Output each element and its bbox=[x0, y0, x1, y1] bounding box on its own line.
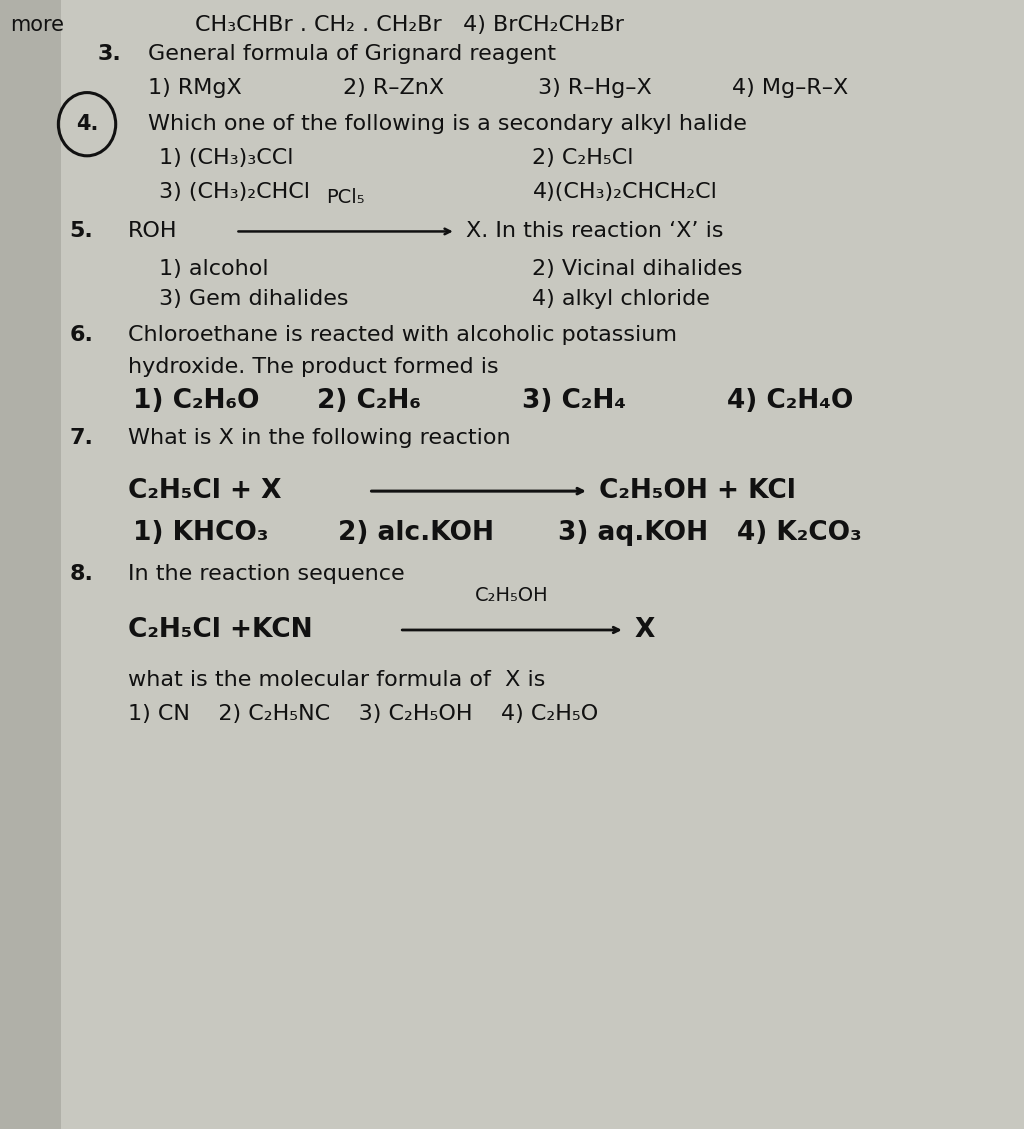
Bar bbox=[0, 0, 61, 1129]
Text: 1) C₂H₆O: 1) C₂H₆O bbox=[133, 387, 260, 414]
Text: 3.: 3. bbox=[97, 44, 121, 64]
Text: C₂H₅Cl + X: C₂H₅Cl + X bbox=[128, 478, 282, 505]
Text: PCl₅: PCl₅ bbox=[327, 187, 365, 207]
Text: 2) C₂H₆: 2) C₂H₆ bbox=[317, 387, 421, 414]
Text: 6.: 6. bbox=[70, 325, 93, 345]
Text: 1) CN    2) C₂H₅NC    3) C₂H₅OH    4) C₂H₅O: 1) CN 2) C₂H₅NC 3) C₂H₅OH 4) C₂H₅O bbox=[128, 703, 598, 724]
Text: 7.: 7. bbox=[70, 428, 93, 448]
Text: General formula of Grignard reagent: General formula of Grignard reagent bbox=[148, 44, 556, 64]
Text: 3) Gem dihalides: 3) Gem dihalides bbox=[159, 289, 348, 309]
Text: In the reaction sequence: In the reaction sequence bbox=[128, 563, 404, 584]
Text: X: X bbox=[635, 616, 655, 644]
Text: Chloroethane is reacted with alcoholic potassium: Chloroethane is reacted with alcoholic p… bbox=[128, 325, 677, 345]
Text: What is X in the following reaction: What is X in the following reaction bbox=[128, 428, 511, 448]
Text: 1) KHCO₃: 1) KHCO₃ bbox=[133, 519, 268, 546]
Text: X. In this reaction ‘X’ is: X. In this reaction ‘X’ is bbox=[466, 221, 723, 242]
Text: 5.: 5. bbox=[70, 221, 93, 242]
Text: C₂H₅OH: C₂H₅OH bbox=[475, 586, 549, 605]
Text: 3) R–Hg–X: 3) R–Hg–X bbox=[538, 78, 651, 98]
Text: Which one of the following is a secondary alkyl halide: Which one of the following is a secondar… bbox=[148, 114, 748, 134]
Text: 1) alcohol: 1) alcohol bbox=[159, 259, 268, 279]
Text: 4) Mg–R–X: 4) Mg–R–X bbox=[732, 78, 849, 98]
Text: 2) R–ZnX: 2) R–ZnX bbox=[343, 78, 444, 98]
Text: 4)(CH₃)₂CHCH₂Cl: 4)(CH₃)₂CHCH₂Cl bbox=[532, 182, 718, 202]
Text: 8.: 8. bbox=[70, 563, 93, 584]
Text: more: more bbox=[10, 15, 65, 35]
Text: what is the molecular formula of  X is: what is the molecular formula of X is bbox=[128, 669, 546, 690]
Text: 2) C₂H₅Cl: 2) C₂H₅Cl bbox=[532, 148, 634, 168]
Text: 3) aq.KOH: 3) aq.KOH bbox=[558, 519, 709, 546]
Text: 3) C₂H₄: 3) C₂H₄ bbox=[522, 387, 627, 414]
Text: 2) Vicinal dihalides: 2) Vicinal dihalides bbox=[532, 259, 743, 279]
Text: 4) alkyl chloride: 4) alkyl chloride bbox=[532, 289, 711, 309]
Text: CH₃CHBr . CH₂ . CH₂Br   4) BrCH₂CH₂Br: CH₃CHBr . CH₂ . CH₂Br 4) BrCH₂CH₂Br bbox=[195, 15, 624, 35]
Text: 3) (CH₃)₂CHCl: 3) (CH₃)₂CHCl bbox=[159, 182, 309, 202]
Text: 4) K₂CO₃: 4) K₂CO₃ bbox=[737, 519, 862, 546]
Text: 1) (CH₃)₃CCl: 1) (CH₃)₃CCl bbox=[159, 148, 293, 168]
Text: hydroxide. The product formed is: hydroxide. The product formed is bbox=[128, 357, 499, 377]
Text: C₂H₅Cl +KCN: C₂H₅Cl +KCN bbox=[128, 616, 312, 644]
Text: ROH: ROH bbox=[128, 221, 177, 242]
Text: 1) RMgX: 1) RMgX bbox=[148, 78, 243, 98]
Text: C₂H₅OH + KCl: C₂H₅OH + KCl bbox=[599, 478, 796, 505]
Text: 4) C₂H₄O: 4) C₂H₄O bbox=[727, 387, 853, 414]
Text: 4.: 4. bbox=[76, 114, 98, 134]
Text: 2) alc.KOH: 2) alc.KOH bbox=[338, 519, 494, 546]
